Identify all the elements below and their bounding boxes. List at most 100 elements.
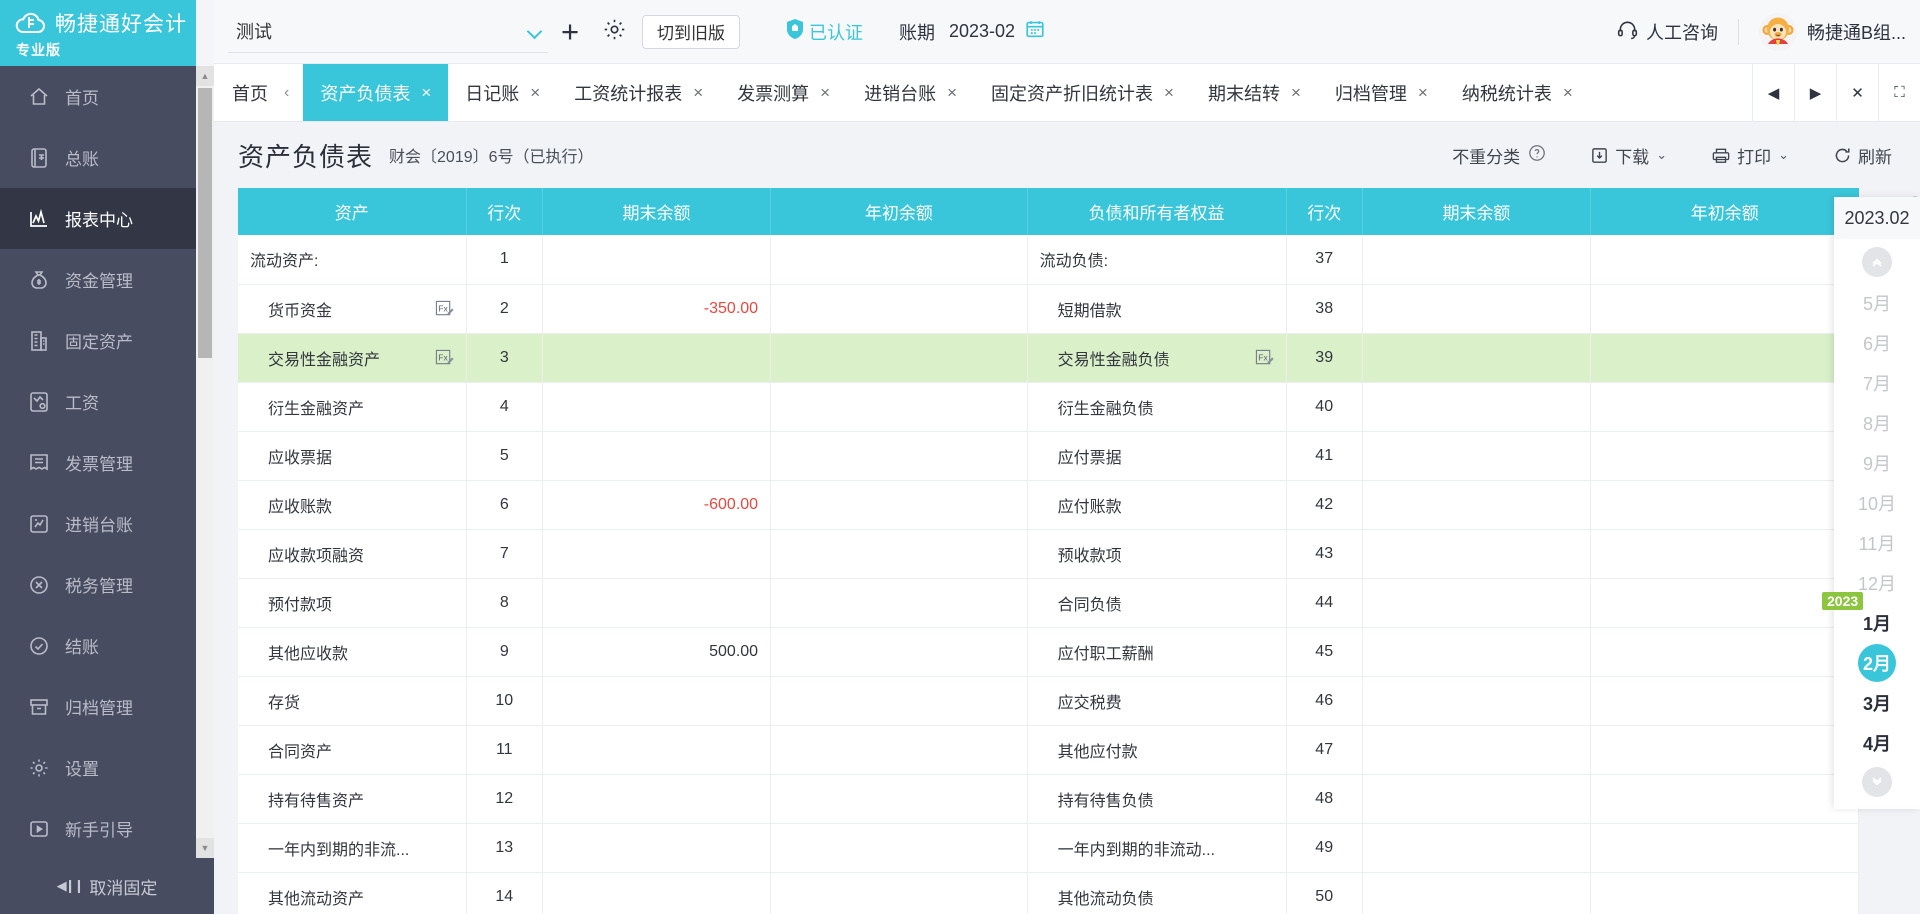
- table-row[interactable]: 交易性金融资产 Fx 3 交易性金融负债 Fx 39: [238, 333, 1860, 383]
- cell-asset-line-no[interactable]: 4: [466, 382, 543, 432]
- cell-asset-name[interactable]: 应收款项融资: [238, 529, 467, 579]
- sidebar-item-tax-management[interactable]: 税务管理: [0, 554, 196, 615]
- cell-asset-name[interactable]: 衍生金融资产: [238, 382, 467, 432]
- add-button[interactable]: +: [548, 10, 592, 54]
- cell-asset-beginning-balance[interactable]: [770, 578, 1028, 628]
- cell-liability-beginning-balance[interactable]: [1590, 578, 1860, 628]
- cell-asset-beginning-balance[interactable]: [770, 774, 1028, 824]
- cell-asset-line-no[interactable]: 10: [466, 676, 543, 726]
- cell-liability-line-no[interactable]: 39: [1286, 333, 1363, 383]
- cell-asset-ending-balance[interactable]: [542, 235, 772, 285]
- col-liability-beginning-balance[interactable]: 年初余额: [1590, 188, 1859, 235]
- cell-asset-ending-balance[interactable]: [542, 725, 772, 775]
- cell-liability-name[interactable]: 应付职工薪酬: [1027, 627, 1287, 677]
- cell-asset-name[interactable]: 存货: [238, 676, 467, 726]
- scroll-down-icon[interactable]: ▼: [196, 838, 214, 858]
- formula-fx-icon[interactable]: Fx: [435, 300, 454, 318]
- cell-asset-beginning-balance[interactable]: [770, 872, 1028, 914]
- formula-fx-icon[interactable]: Fx: [1255, 349, 1274, 367]
- month-item[interactable]: 4月: [1834, 723, 1920, 763]
- table-row[interactable]: 合同资产 11 其他应付款 47: [238, 725, 1860, 775]
- cell-asset-ending-balance[interactable]: [542, 823, 772, 873]
- tab-journal[interactable]: 日记账 ×: [448, 64, 557, 121]
- cell-asset-name[interactable]: 流动资产:: [238, 235, 467, 285]
- download-button[interactable]: 下载 ⌄: [1590, 143, 1667, 168]
- scroll-tabs-right[interactable]: ▶: [1794, 64, 1836, 121]
- cell-asset-ending-balance[interactable]: [542, 529, 772, 579]
- cell-liability-name[interactable]: 应交税费: [1027, 676, 1287, 726]
- cell-liability-beginning-balance[interactable]: [1590, 382, 1860, 432]
- close-icon[interactable]: ×: [1417, 82, 1428, 102]
- tab-invoice-estimate[interactable]: 发票测算 ×: [720, 64, 847, 121]
- sidebar-item-invoice-management[interactable]: 发票管理: [0, 432, 196, 493]
- cell-asset-line-no[interactable]: 11: [466, 725, 543, 775]
- cell-asset-ending-balance[interactable]: 500.00: [542, 627, 772, 677]
- cell-liability-beginning-balance[interactable]: [1590, 823, 1860, 873]
- cell-asset-ending-balance[interactable]: [542, 578, 772, 628]
- cell-liability-beginning-balance[interactable]: [1590, 284, 1860, 334]
- cell-liability-name[interactable]: 一年内到期的非流动...: [1027, 823, 1287, 873]
- cell-asset-name[interactable]: 货币资金 Fx: [238, 284, 467, 334]
- cell-asset-ending-balance[interactable]: -600.00: [542, 480, 772, 530]
- question-circle-icon[interactable]: [1528, 144, 1546, 167]
- col-liability-line-no[interactable]: 行次: [1286, 188, 1363, 235]
- col-asset-beginning-balance[interactable]: 年初余额: [770, 188, 1028, 235]
- sidebar-item-beginner-guide[interactable]: 新手引导: [0, 798, 196, 858]
- col-liability-equity[interactable]: 负债和所有者权益: [1027, 188, 1287, 235]
- cell-liability-name[interactable]: 交易性金融负债 Fx: [1027, 333, 1287, 383]
- sidebar-item-payroll[interactable]: 工资: [0, 371, 196, 432]
- chevron-down-icon[interactable]: [1862, 767, 1892, 797]
- cell-asset-beginning-balance[interactable]: [770, 284, 1028, 334]
- cell-liability-line-no[interactable]: 45: [1286, 627, 1363, 677]
- cell-asset-line-no[interactable]: 6: [466, 480, 543, 530]
- sidebar-item-period-close[interactable]: 结账: [0, 615, 196, 676]
- cell-liability-ending-balance[interactable]: [1362, 382, 1591, 432]
- sidebar-item-report-center[interactable]: 报表中心: [0, 188, 196, 249]
- month-item[interactable]: 3月: [1834, 683, 1920, 723]
- cell-liability-name[interactable]: 流动负债:: [1027, 235, 1287, 285]
- close-icon[interactable]: ×: [1562, 82, 1573, 102]
- settings-button[interactable]: [592, 10, 636, 54]
- close-icon[interactable]: ×: [421, 82, 432, 102]
- cell-asset-line-no[interactable]: 3: [466, 333, 543, 383]
- table-row[interactable]: 应收款项融资 7 预收款项 43: [238, 529, 1860, 579]
- sidebar-item-settings[interactable]: 设置: [0, 737, 196, 798]
- month-item[interactable]: 2月: [1834, 643, 1920, 683]
- selected-period-display[interactable]: 2023.02: [1834, 197, 1920, 239]
- cell-liability-ending-balance[interactable]: [1362, 333, 1591, 383]
- print-button[interactable]: 打印 ⌄: [1711, 143, 1789, 168]
- cell-liability-ending-balance[interactable]: [1362, 676, 1591, 726]
- cell-liability-ending-balance[interactable]: [1362, 431, 1591, 481]
- table-row[interactable]: 其他流动资产 14 其他流动负债 50: [238, 872, 1860, 914]
- table-row[interactable]: 应收账款 6 -600.00 应付账款 42: [238, 480, 1860, 530]
- cell-asset-beginning-balance[interactable]: [770, 676, 1028, 726]
- cell-asset-ending-balance[interactable]: -350.00: [542, 284, 772, 334]
- tab-period-carryover[interactable]: 期末结转 ×: [1191, 64, 1318, 121]
- cell-liability-beginning-balance[interactable]: [1590, 676, 1860, 726]
- cell-asset-name[interactable]: 合同资产: [238, 725, 467, 775]
- cell-asset-line-no[interactable]: 8: [466, 578, 543, 628]
- cell-asset-ending-balance[interactable]: [542, 774, 772, 824]
- cell-asset-beginning-balance[interactable]: [770, 431, 1028, 481]
- cell-liability-beginning-balance[interactable]: [1590, 333, 1860, 383]
- col-asset[interactable]: 资产: [238, 188, 467, 235]
- close-icon[interactable]: ×: [947, 82, 958, 102]
- cell-liability-beginning-balance[interactable]: [1590, 529, 1860, 579]
- user-menu[interactable]: 畅捷通B组...: [1758, 12, 1906, 51]
- sidebar-item-purchase-sales-ledger[interactable]: 进销台账: [0, 493, 196, 554]
- cell-liability-line-no[interactable]: 38: [1286, 284, 1363, 334]
- cell-asset-line-no[interactable]: 2: [466, 284, 543, 334]
- table-row[interactable]: 存货 10 应交税费 46: [238, 676, 1860, 726]
- cell-asset-name[interactable]: 应收账款: [238, 480, 467, 530]
- cell-liability-line-no[interactable]: 50: [1286, 872, 1363, 914]
- cell-liability-beginning-balance[interactable]: [1590, 774, 1860, 824]
- close-icon[interactable]: ×: [820, 82, 831, 102]
- table-row[interactable]: 应收票据 5 应付票据 41: [238, 431, 1860, 481]
- cell-liability-beginning-balance[interactable]: [1590, 431, 1860, 481]
- cell-asset-line-no[interactable]: 13: [466, 823, 543, 873]
- refresh-button[interactable]: 刷新: [1833, 143, 1892, 168]
- cell-liability-name[interactable]: 衍生金融负债: [1027, 382, 1287, 432]
- close-all-tabs[interactable]: ✕: [1836, 64, 1878, 121]
- cell-liability-line-no[interactable]: 43: [1286, 529, 1363, 579]
- table-row[interactable]: 一年内到期的非流... 13 一年内到期的非流动... 49: [238, 823, 1860, 873]
